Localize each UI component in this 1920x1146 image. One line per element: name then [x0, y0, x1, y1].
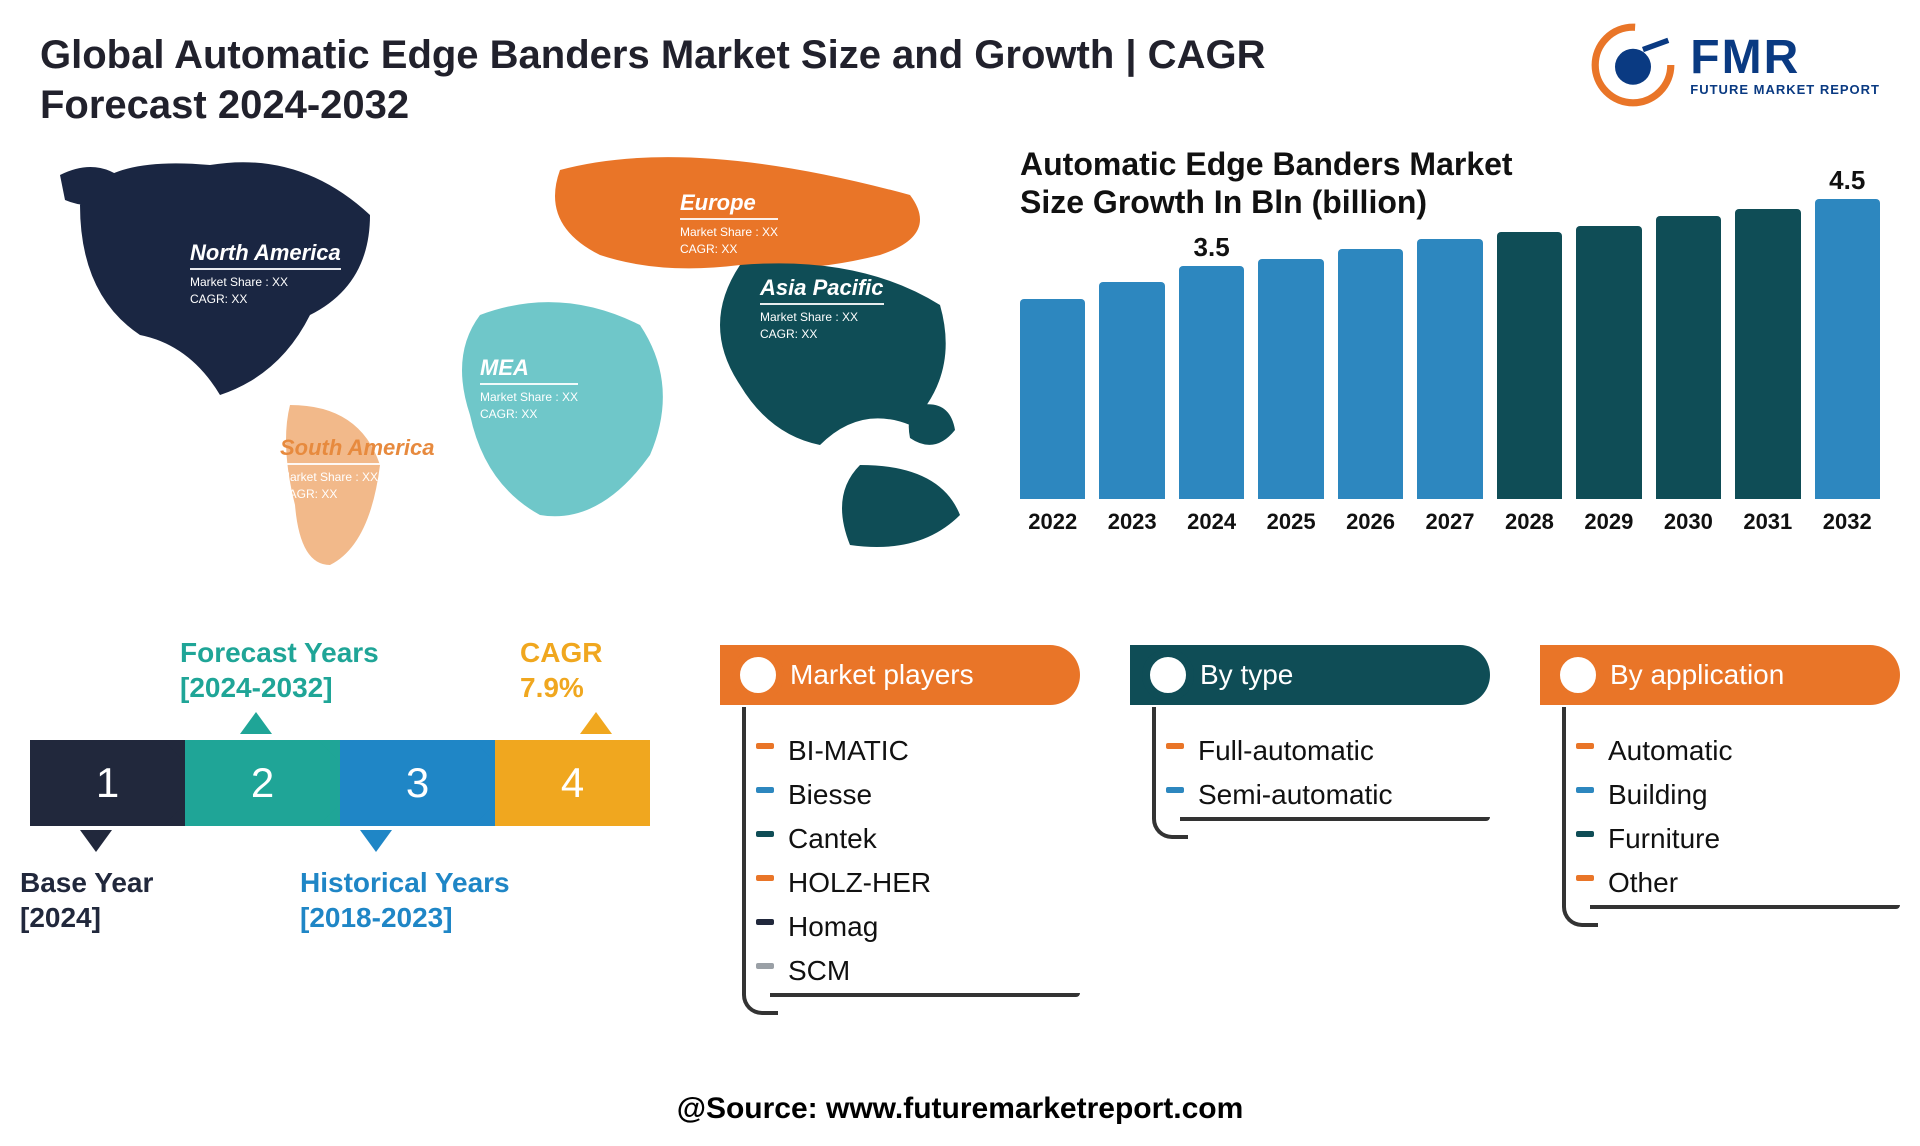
- timeline-label-base: Base Year[2024]: [20, 865, 153, 935]
- bar-2028: 2028: [1497, 232, 1562, 535]
- bar-value-label: 3.5: [1194, 232, 1230, 263]
- bar-year-label: 2026: [1346, 509, 1395, 535]
- list-by-application: AutomaticBuildingFurnitureOther: [1580, 729, 1900, 905]
- bar-year-label: 2029: [1584, 509, 1633, 535]
- region-label-south-america: South AmericaMarket Share : XXCAGR: XX: [280, 435, 434, 503]
- region-label-europe: EuropeMarket Share : XXCAGR: XX: [680, 190, 778, 258]
- bar-2032: 4.52032: [1815, 199, 1880, 535]
- list-item: BI-MATIC: [760, 729, 1080, 773]
- timeline-strip: 1234: [30, 740, 650, 826]
- bar-year-label: 2024: [1187, 509, 1236, 535]
- chart-title: Automatic Edge Banders Market Size Growt…: [1020, 145, 1540, 222]
- bar-2029: 2029: [1576, 226, 1641, 535]
- col-by-type: By type Full-automaticSemi-automatic: [1130, 645, 1490, 817]
- bar-2023: 2023: [1099, 282, 1164, 535]
- bar-chart: Automatic Edge Banders Market Size Growt…: [1020, 145, 1880, 575]
- pill-market-players: Market players: [720, 645, 1080, 705]
- bar-year-label: 2031: [1743, 509, 1792, 535]
- list-item: Cantek: [760, 817, 1080, 861]
- timeline-pointer-base: [80, 830, 112, 852]
- bar-year-label: 2027: [1426, 509, 1475, 535]
- list-market-players: BI-MATICBiesseCantekHOLZ-HERHomagSCM: [760, 729, 1080, 993]
- chart-bars: 202220233.520242025202620272028202920302…: [1020, 215, 1880, 535]
- timeline-pointer-cagr: [580, 712, 612, 734]
- bullet-icon: [756, 963, 774, 969]
- list-item: Building: [1580, 773, 1900, 817]
- bar-2031: 2031: [1735, 209, 1800, 535]
- bar-2025: 2025: [1258, 259, 1323, 535]
- list-item: Homag: [760, 905, 1080, 949]
- bar-2024: 3.52024: [1179, 266, 1244, 535]
- bar-year-label: 2023: [1108, 509, 1157, 535]
- timeline-label-hist: Historical Years[2018-2023]: [300, 865, 510, 935]
- list-item: Furniture: [1580, 817, 1900, 861]
- bullet-icon: [1576, 831, 1594, 837]
- fmr-logo: FMR FUTURE MARKET REPORT: [1588, 20, 1880, 110]
- region-label-asia-pacific: Asia PacificMarket Share : XXCAGR: XX: [760, 275, 884, 343]
- col-by-application: By application AutomaticBuildingFurnitur…: [1540, 645, 1900, 905]
- bar-2022: 2022: [1020, 299, 1085, 535]
- pill-by-application: By application: [1540, 645, 1900, 705]
- bullet-icon: [756, 831, 774, 837]
- list-item: Biesse: [760, 773, 1080, 817]
- source-line: @Source: www.futuremarketreport.com: [0, 1092, 1920, 1126]
- world-map: North AmericaMarket Share : XXCAGR: XX So…: [40, 145, 1000, 575]
- timeline-label-forecast: Forecast Years[2024-2032]: [180, 635, 379, 705]
- list-item: SCM: [760, 949, 1080, 993]
- list-item: Full-automatic: [1170, 729, 1490, 773]
- timeline-label-cagr: CAGR7.9%: [520, 635, 602, 705]
- pill-label: Market players: [790, 659, 974, 691]
- bullet-icon: [756, 787, 774, 793]
- bullet-icon: [756, 743, 774, 749]
- bullet-icon: [1576, 743, 1594, 749]
- list-item: Semi-automatic: [1170, 773, 1490, 817]
- timeline-seg-1: 1: [30, 740, 185, 826]
- bullet-icon: [756, 919, 774, 925]
- timeline-pointer-forecast: [240, 712, 272, 734]
- bar-value-label: 4.5: [1829, 165, 1865, 196]
- list-item: HOLZ-HER: [760, 861, 1080, 905]
- bullet-icon: [1166, 743, 1184, 749]
- bar-year-label: 2028: [1505, 509, 1554, 535]
- logo-icon: [1588, 20, 1678, 110]
- timeline-pointer-hist: [360, 830, 392, 852]
- bar-year-label: 2025: [1267, 509, 1316, 535]
- logo-text-main: FMR: [1690, 34, 1880, 82]
- bar-year-label: 2032: [1823, 509, 1872, 535]
- timeline-seg-2: 2: [185, 740, 340, 826]
- page-title: Global Automatic Edge Banders Market Siz…: [40, 30, 1440, 130]
- bar-2030: 2030: [1656, 216, 1721, 535]
- logo-text-sub: FUTURE MARKET REPORT: [1690, 82, 1880, 97]
- region-label-mea: MEAMarket Share : XXCAGR: XX: [480, 355, 578, 423]
- bar-year-label: 2030: [1664, 509, 1713, 535]
- bullet-icon: [1576, 787, 1594, 793]
- region-label-north-america: North AmericaMarket Share : XXCAGR: XX: [190, 240, 341, 308]
- bar-2027: 2027: [1417, 239, 1482, 535]
- list-item: Automatic: [1580, 729, 1900, 773]
- list-item: Other: [1580, 861, 1900, 905]
- bullet-icon: [756, 875, 774, 881]
- list-by-type: Full-automaticSemi-automatic: [1170, 729, 1490, 817]
- bar-2026: 2026: [1338, 249, 1403, 535]
- timeline-seg-4: 4: [495, 740, 650, 826]
- bar-year-label: 2022: [1028, 509, 1077, 535]
- timeline-seg-3: 3: [340, 740, 495, 826]
- col-market-players: Market players BI-MATICBiesseCantekHOLZ-…: [720, 645, 1080, 993]
- bullet-icon: [1166, 787, 1184, 793]
- bullet-icon: [1576, 875, 1594, 881]
- pill-label: By application: [1610, 659, 1784, 691]
- pill-by-type: By type: [1130, 645, 1490, 705]
- pill-label: By type: [1200, 659, 1293, 691]
